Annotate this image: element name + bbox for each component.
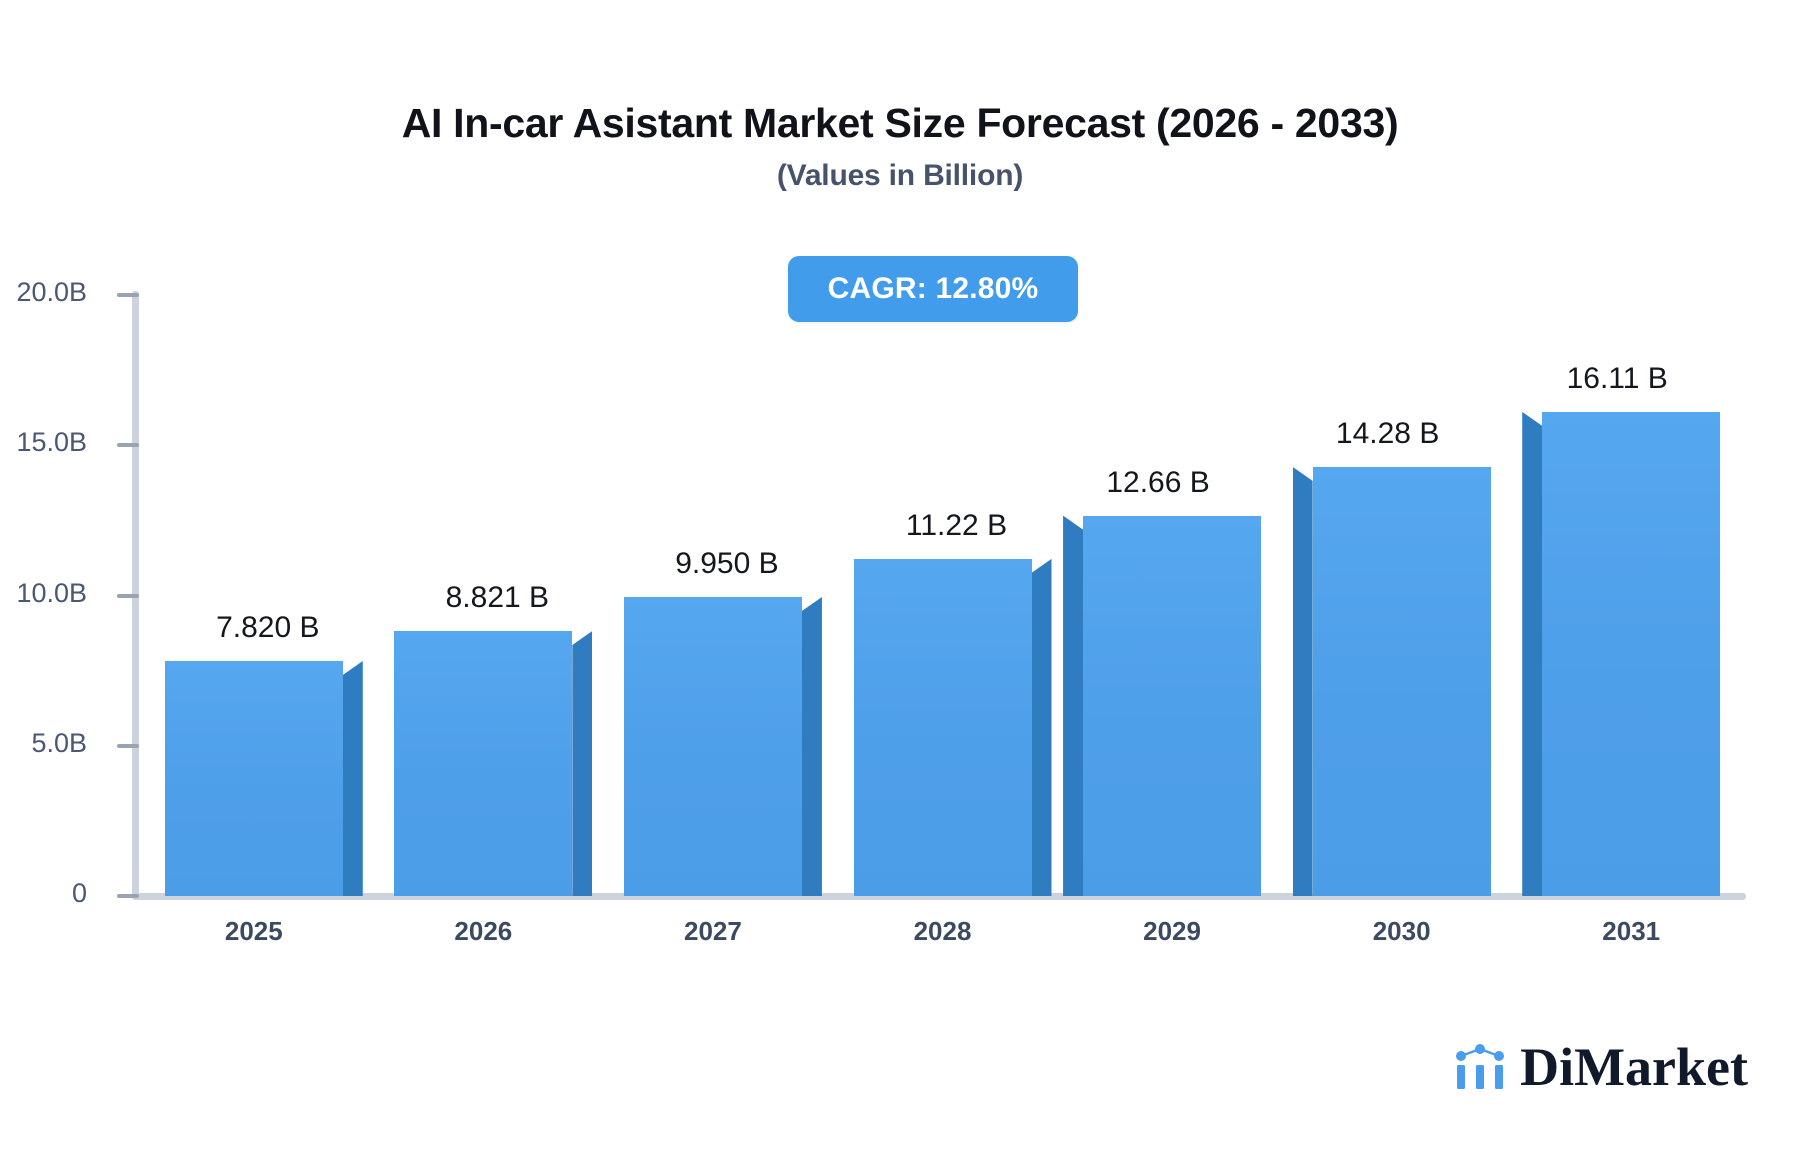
page-title: AI In-car Asistant Market Size Forecast … [401, 100, 1399, 146]
bar-value-label: 12.66 B [1106, 465, 1210, 499]
bar-3d-side [342, 661, 363, 896]
y-axis-tick-label: 5.0B [31, 727, 87, 758]
brand-logo: DiMarket [1454, 1040, 1748, 1094]
bar[interactable]: 9.950 B [623, 547, 822, 896]
bar-value-label: 9.950 B [675, 547, 779, 581]
bar-3d-side [1063, 515, 1084, 896]
y-axis-tick-mark [117, 293, 139, 297]
bar-face [623, 597, 802, 896]
y-axis-tick-label: 20.0B [16, 277, 87, 307]
bar-face [394, 630, 573, 896]
bar-value-label: 16.11 B [1566, 361, 1668, 395]
chart-subtitle: (Values in Billion) [776, 159, 1024, 193]
bar[interactable]: 16.11 B [1522, 362, 1721, 896]
bar-face [164, 661, 343, 896]
x-axis-label: 2029 [1143, 916, 1201, 946]
bar-value-label: 14.28 B [1335, 416, 1440, 450]
bar[interactable]: 12.66 B [1063, 466, 1262, 896]
bar[interactable]: 8.821 B [394, 581, 593, 896]
brand-name: DiMarket [1520, 1037, 1748, 1097]
cagr-badge: CAGR: 12.80% [788, 256, 1078, 322]
bar-3d-side [572, 630, 593, 896]
bar-face [1083, 515, 1262, 896]
bar-chart-icon [1454, 1043, 1506, 1091]
cagr-badge-label: CAGR: 12.80% [827, 272, 1039, 305]
bar-value-label: 8.821 B [445, 580, 550, 614]
bar-3d-side [1031, 558, 1052, 896]
x-axis-label: 2028 [913, 916, 972, 946]
bar-value-label: 11.22 B [905, 508, 1008, 542]
bar-value-label: 7.820 B [216, 611, 320, 645]
y-axis-tick-label: 15.0B [16, 427, 87, 458]
y-axis-tick-mark [117, 443, 139, 448]
bar-3d-side [1292, 466, 1313, 896]
chart-header: AI In-car Asistant Market Size Forecast … [0, 100, 1800, 193]
bar-face [1312, 466, 1491, 896]
bar[interactable]: 7.820 B [164, 611, 363, 896]
bar-face [853, 558, 1032, 896]
y-axis-tick-mark [117, 743, 139, 748]
bar-3d-side [801, 597, 822, 896]
x-axis-label: 2025 [224, 916, 283, 946]
x-axis-label: 2027 [684, 916, 742, 946]
bar[interactable]: 14.28 B [1292, 417, 1491, 896]
y-axis-tick-mark [117, 894, 139, 898]
x-axis-label: 2031 [1602, 916, 1661, 946]
x-axis-line [132, 893, 1746, 900]
bar[interactable]: 11.22 B [853, 509, 1052, 896]
bar-3d-side [1522, 411, 1543, 896]
x-axis-label: 2030 [1372, 916, 1431, 946]
bar-face [1542, 411, 1721, 896]
y-axis-tick-label: 0 [71, 878, 87, 908]
x-axis-label: 2026 [454, 916, 513, 946]
y-axis-tick-mark [117, 593, 139, 598]
y-axis-tick-label: 10.0B [16, 577, 87, 608]
